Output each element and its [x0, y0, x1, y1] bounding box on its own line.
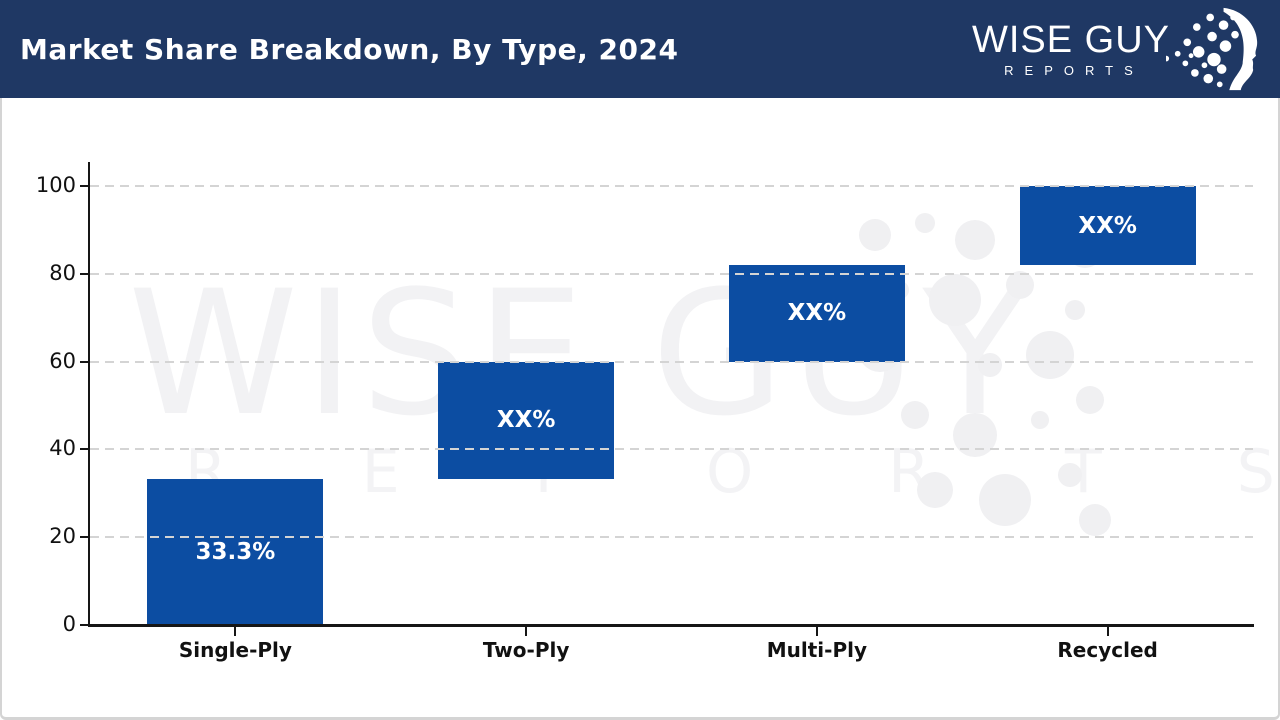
y-tick-mark — [80, 624, 88, 626]
brand-name: WISE GUY — [971, 18, 1170, 61]
x-tick-mark — [815, 627, 818, 636]
y-tick-label: 40 — [49, 436, 76, 461]
x-tick-mark — [525, 627, 528, 636]
header-bar: Market Share Breakdown, By Type, 2024 WI… — [0, 0, 1280, 98]
x-category-label: Multi-Ply — [766, 638, 867, 662]
gridline-20 — [90, 536, 1253, 539]
page-title: Market Share Breakdown, By Type, 2024 — [20, 32, 679, 66]
dotted-head-icon — [1166, 7, 1258, 91]
bar-value-label: 33.3% — [195, 538, 276, 565]
y-tick-label: 0 — [62, 612, 76, 636]
y-axis-line — [88, 162, 90, 625]
gridline-60 — [90, 360, 1253, 363]
bar-recycled: XX% — [1019, 186, 1196, 266]
x-category-label: Recycled — [1057, 638, 1158, 662]
y-tick-mark — [80, 272, 88, 275]
y-tick-mark — [80, 185, 88, 187]
bar-value-label: XX% — [496, 407, 556, 434]
watermark-text-2: R E P O R T S — [185, 437, 1280, 507]
gridline-80 — [90, 272, 1253, 275]
y-tick-mark — [80, 536, 88, 539]
x-category-label: Two-Ply — [482, 638, 570, 662]
y-tick-label: 80 — [49, 260, 76, 285]
x-category-label: Single-Ply — [178, 638, 292, 662]
y-tick-mark — [80, 360, 88, 363]
y-tick-label: 60 — [49, 348, 76, 373]
brand-subtitle: REPORTS — [1004, 62, 1144, 78]
gridline-100 — [90, 185, 1253, 187]
brand-logo-text: WISE GUY REPORTS — [972, 21, 1170, 78]
y-tick-mark — [80, 448, 88, 451]
x-axis-line — [88, 624, 1254, 627]
x-tick-mark — [234, 627, 237, 636]
bar-value-label: XX% — [787, 300, 847, 327]
bar-multi-ply: XX% — [728, 265, 905, 362]
bar-two-ply: XX% — [438, 361, 615, 479]
gridline-40 — [90, 448, 1253, 451]
bar-value-label: XX% — [1078, 212, 1137, 239]
x-tick-mark — [1106, 627, 1109, 636]
brand-logo: WISE GUY REPORTS — [972, 0, 1262, 98]
bar-single-ply: 33.3% — [147, 478, 324, 625]
y-tick-label: 20 — [49, 524, 76, 549]
y-tick-label: 100 — [35, 173, 76, 197]
